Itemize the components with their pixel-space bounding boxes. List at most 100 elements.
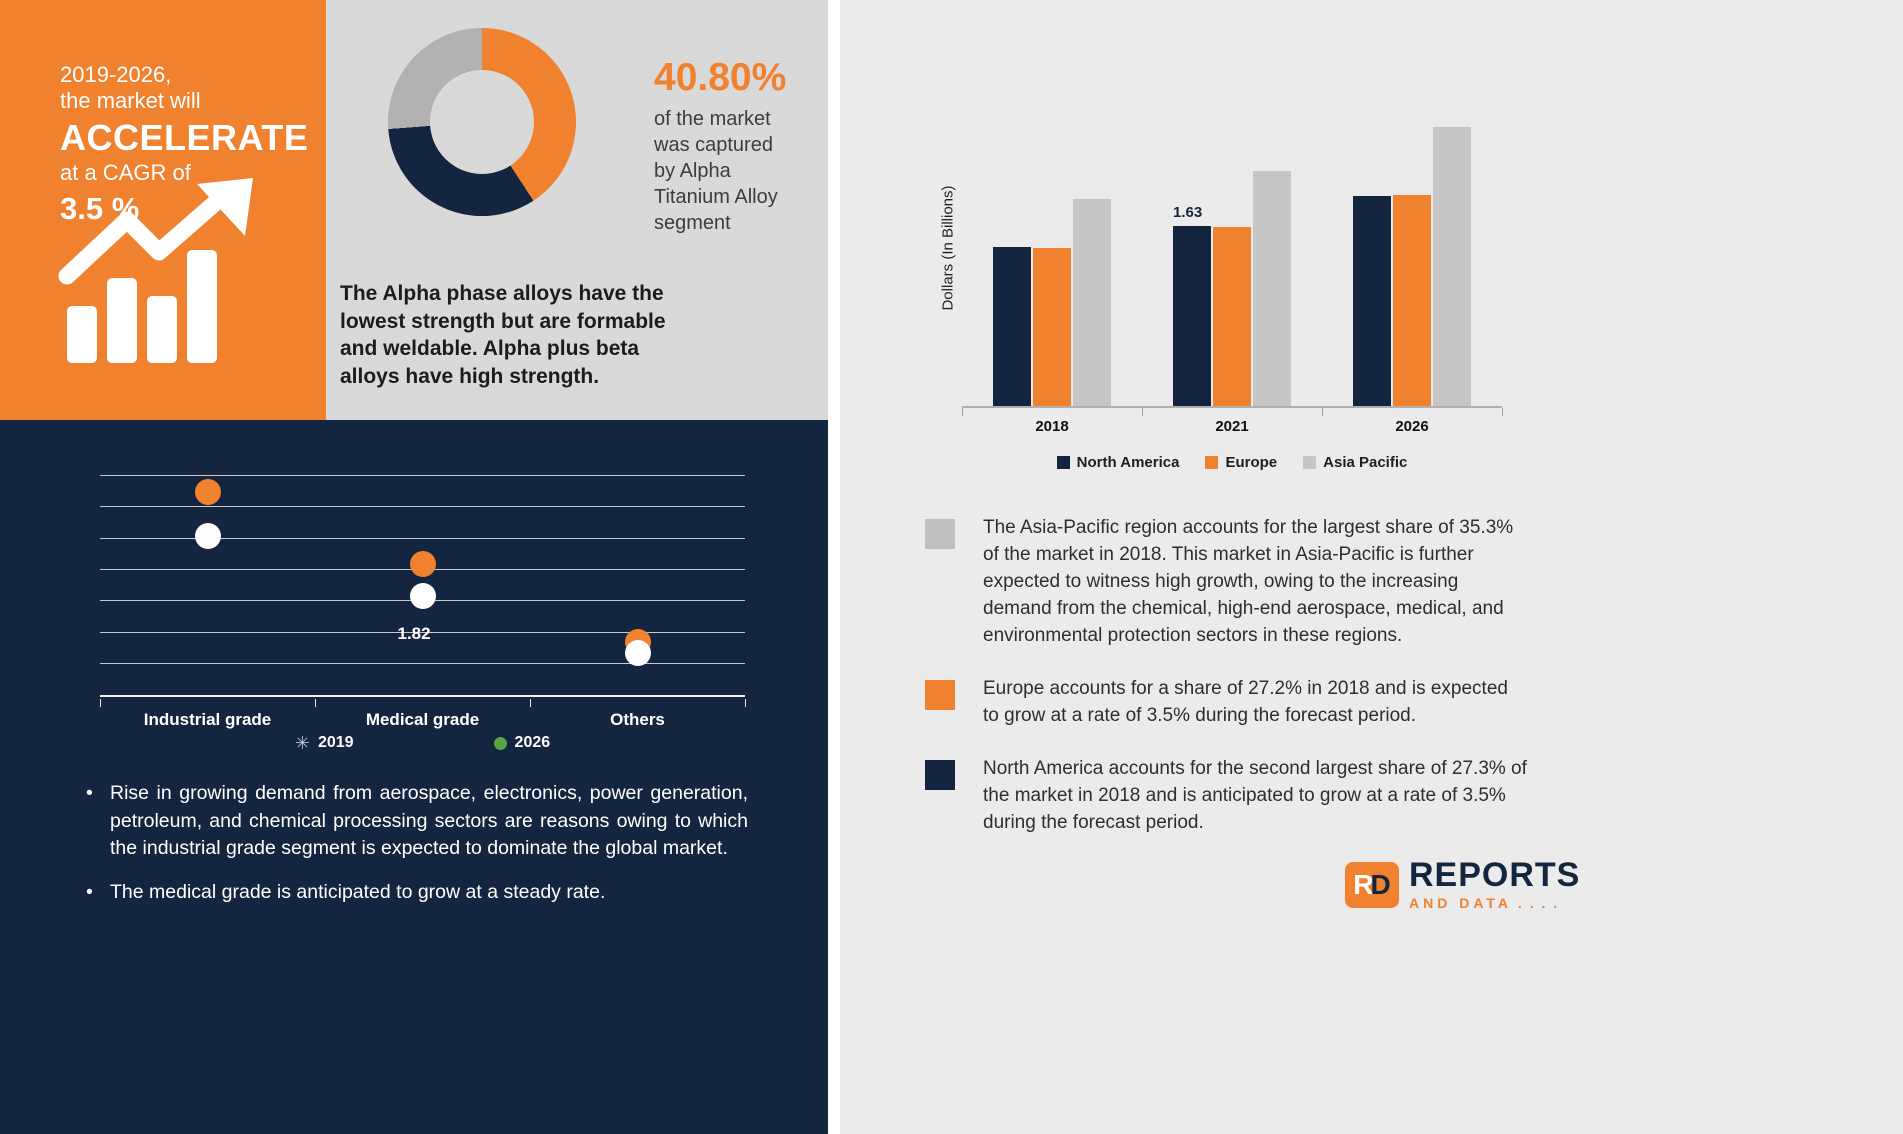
bar-Asia Pacific	[1073, 199, 1111, 406]
bar-value-label: 1.63	[1173, 204, 1203, 221]
gridline	[100, 632, 745, 633]
regional-note: The Asia-Pacific region accounts for the…	[925, 515, 1535, 650]
bar-legend-item: Europe	[1205, 454, 1277, 471]
axis-tick	[1322, 408, 1323, 416]
cagr-accelerate: ACCELERATE	[60, 116, 309, 158]
bar-wrap	[1073, 199, 1111, 406]
dot-category-label: Others	[610, 710, 665, 729]
dot-category-label: Medical grade	[365, 710, 480, 729]
dot-plot-category-labels: Industrial grade Medical grade Others	[100, 710, 745, 730]
bar-group-2018	[992, 199, 1112, 406]
dot-marker-icon	[493, 736, 507, 750]
alpha-share-value: 40.80%	[654, 56, 787, 99]
cagr-line-years: 2019-2026,	[60, 62, 172, 87]
bar-wrap	[1393, 195, 1431, 406]
logo-text: REPORTS AND DATA . . . .	[1409, 858, 1580, 911]
dot-plot-legend: ✳ 2019 2026	[100, 734, 745, 752]
bar-chart-y-axis-label: Dollars (In Billions)	[939, 185, 957, 311]
legend-swatch-icon	[1056, 456, 1070, 469]
asterisk-marker-icon: ✳	[294, 733, 310, 753]
axis-tick	[530, 699, 531, 707]
axis-tick	[745, 699, 746, 707]
axis-tick	[100, 699, 101, 707]
bar-legend-item: Asia Pacific	[1303, 454, 1407, 471]
axis-tick	[315, 699, 316, 707]
bar-North America	[1173, 226, 1211, 406]
dot-category-label: Industrial grade	[143, 710, 272, 729]
data-point-2026	[194, 523, 221, 550]
note-swatch-icon	[925, 679, 955, 710]
alpha-segment-panel: 40.80% of the market was captured by Alp…	[326, 0, 828, 420]
dot-plot-chart: 1.82	[100, 475, 746, 707]
bar-legend-label: North America	[1076, 454, 1180, 471]
bar-category-label: 2026	[1395, 418, 1429, 435]
bar-wrap	[1353, 196, 1391, 406]
data-point-2026	[409, 582, 436, 609]
insight-bullet: The medical grade is anticipated to grow…	[86, 879, 748, 907]
dot-legend-label: 2019	[317, 734, 354, 751]
alpha-headline: 40.80% of the market was captured by Alp…	[654, 56, 798, 236]
data-point-2019	[409, 550, 436, 577]
logo-anddata-text: AND DATA . . . .	[1409, 895, 1560, 911]
bar-plot-area: 1.63	[962, 98, 1503, 416]
gridline	[100, 538, 745, 539]
bar-Europe	[1393, 195, 1431, 406]
bar-legend-item: North America	[1056, 454, 1180, 471]
bar-Asia Pacific	[1253, 171, 1291, 406]
alpha-description: The Alpha phase alloys have the lowest s…	[340, 282, 666, 389]
bar-wrap	[993, 247, 1031, 406]
cagr-panel: 2019-2026, the market will ACCELERATE at…	[0, 0, 326, 420]
alpha-share-text: of the market was captured by Alpha Tita…	[654, 108, 778, 234]
bar-category-label: 2021	[1215, 418, 1249, 435]
dot-legend-label: 2026	[514, 734, 551, 751]
note-swatch-icon	[925, 759, 955, 790]
gridline	[100, 475, 745, 476]
regional-notes: The Asia-Pacific region accounts for the…	[925, 515, 1535, 863]
bar-wrap: 1.63	[1173, 204, 1211, 406]
bar-Europe	[1213, 227, 1251, 406]
regional-note: Europe accounts for a share of 27.2% in …	[925, 676, 1535, 730]
cagr-line-rate: at a CAGR of	[60, 160, 191, 186]
grades-panel: 1.82 Industrial grade Medical grade Others…	[0, 420, 828, 1134]
bar-North America	[993, 247, 1031, 406]
regional-panel: Dollars (In Billions) 1.63 2018 2021 2026 …	[840, 0, 1903, 1134]
note-swatch-icon	[925, 519, 955, 549]
bar-group-2021: 1.63	[1172, 171, 1292, 406]
dot-legend-item: ✳ 2019	[295, 734, 354, 752]
bar-wrap	[1433, 127, 1471, 406]
note-text: North America accounts for the second la…	[983, 757, 1527, 833]
growth-chart-arrow-icon	[58, 178, 253, 363]
bar-group-2026	[1352, 127, 1472, 406]
bar-chart-category-labels: 2018 2021 2026	[962, 418, 1502, 435]
bar-wrap	[1213, 227, 1251, 406]
axis-tick	[1502, 408, 1503, 416]
insight-bullet: Rise in growing demand from aerospace, e…	[86, 780, 748, 863]
note-text: Europe accounts for a share of 27.2% in …	[983, 677, 1508, 726]
bar-chart-legend: North America Europe Asia Pacific	[962, 454, 1502, 471]
logo-reports-text: REPORTS	[1409, 856, 1581, 894]
gridline	[100, 506, 745, 507]
bar-legend-label: Europe	[1225, 454, 1278, 471]
bar-Europe	[1033, 248, 1071, 406]
cagr-line-market: the market will	[60, 88, 201, 114]
dot-legend-item: 2026	[493, 734, 551, 752]
regional-note: North America accounts for the second la…	[925, 756, 1535, 837]
note-text: The Asia-Pacific region accounts for the…	[983, 517, 1514, 646]
donut-hole	[430, 70, 534, 174]
insight-bullets: Rise in growing demand from aerospace, e…	[86, 780, 748, 923]
gridline	[100, 663, 745, 664]
bar-category-label: 2018	[1035, 418, 1069, 435]
bar-North America	[1353, 196, 1391, 406]
bar-Asia Pacific	[1433, 127, 1471, 406]
bar-wrap	[1253, 171, 1291, 406]
bar-wrap	[1033, 248, 1071, 406]
bar-legend-label: Asia Pacific	[1323, 454, 1408, 471]
data-point-2026	[624, 639, 651, 666]
axis-tick	[962, 408, 963, 416]
data-point-2019	[194, 478, 221, 505]
dot-value-label: 1.82	[397, 623, 431, 643]
axis-tick	[1142, 408, 1143, 416]
legend-swatch-icon	[1205, 456, 1219, 469]
